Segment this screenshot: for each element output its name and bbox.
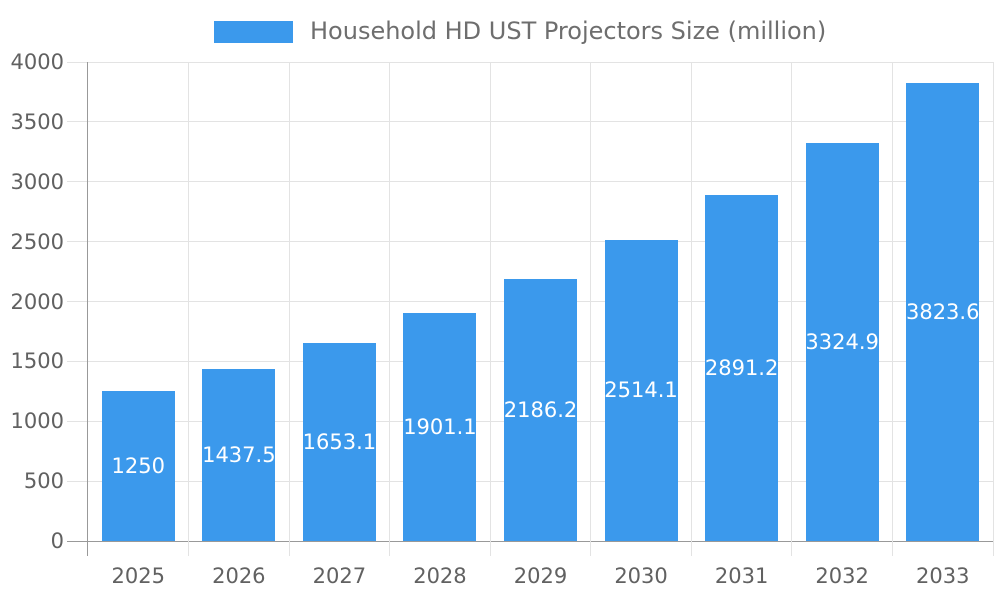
- gridline-vertical: [992, 62, 994, 556]
- x-tick-label: 2033: [915, 564, 970, 588]
- x-tick-label: 2032: [815, 564, 869, 588]
- bar-2031[interactable]: [705, 194, 779, 541]
- y-tick-label: 2000: [10, 289, 64, 314]
- bar-value-label: 1901.1: [403, 415, 477, 440]
- y-axis-line: [87, 62, 88, 556]
- gridline-vertical: [288, 62, 290, 556]
- gridline-vertical: [791, 62, 793, 556]
- y-tick-label: 4000: [10, 50, 64, 74]
- gridline-horizontal: [67, 61, 993, 63]
- legend-label: Household HD UST Projectors Size (millio…: [310, 17, 827, 45]
- bar-value-label: 2514.1: [604, 378, 678, 403]
- y-tick-label: 3500: [10, 109, 64, 134]
- bar-value-label: 1437.5: [202, 442, 276, 467]
- bar-value-label: 3823.6: [905, 300, 980, 325]
- x-tick-label: 2027: [312, 564, 367, 588]
- bar-value-label: 2186.2: [503, 398, 578, 423]
- bar-2028[interactable]: [403, 313, 477, 541]
- bar-value-label: 1653.1: [302, 430, 377, 455]
- bar-value-label: 3324.9: [805, 329, 879, 354]
- gridline-vertical: [590, 62, 592, 556]
- x-tick-label: 2028: [413, 564, 467, 588]
- bar-2029[interactable]: [504, 279, 577, 541]
- x-axis-line: [67, 540, 993, 542]
- gridline-vertical: [389, 62, 391, 556]
- x-tick-label: 2030: [614, 564, 668, 588]
- x-tick-label: 2025: [111, 564, 165, 588]
- gridline-vertical: [489, 62, 491, 556]
- y-tick-label: 0: [50, 529, 64, 553]
- x-tick-label: 2029: [513, 564, 568, 588]
- bar-value-label: 2891.2: [704, 355, 779, 380]
- y-tick-label: 3000: [10, 169, 64, 194]
- x-tick-label: 2026: [212, 564, 266, 588]
- gridline-horizontal: [67, 181, 993, 183]
- bar-2033[interactable]: [906, 83, 980, 541]
- bar-2025[interactable]: [101, 391, 175, 541]
- gridline-vertical: [188, 62, 190, 556]
- y-tick-label: 1500: [10, 349, 64, 374]
- gridline-horizontal: [67, 121, 993, 123]
- bar-2030[interactable]: [604, 239, 678, 541]
- bar-value-label: 1250: [111, 454, 165, 479]
- y-tick-label: 1000: [10, 409, 64, 434]
- bar-2027[interactable]: [302, 343, 376, 541]
- gridline-vertical: [690, 62, 692, 556]
- x-tick-label: 2031: [714, 564, 769, 588]
- y-tick-label: 500: [23, 469, 64, 494]
- bar-2026[interactable]: [202, 368, 276, 541]
- gridline-horizontal: [67, 241, 993, 243]
- gridline-vertical: [891, 62, 893, 556]
- y-tick-label: 2500: [10, 229, 64, 254]
- bar-2032[interactable]: [805, 142, 879, 541]
- legend-swatch-icon: [214, 21, 293, 43]
